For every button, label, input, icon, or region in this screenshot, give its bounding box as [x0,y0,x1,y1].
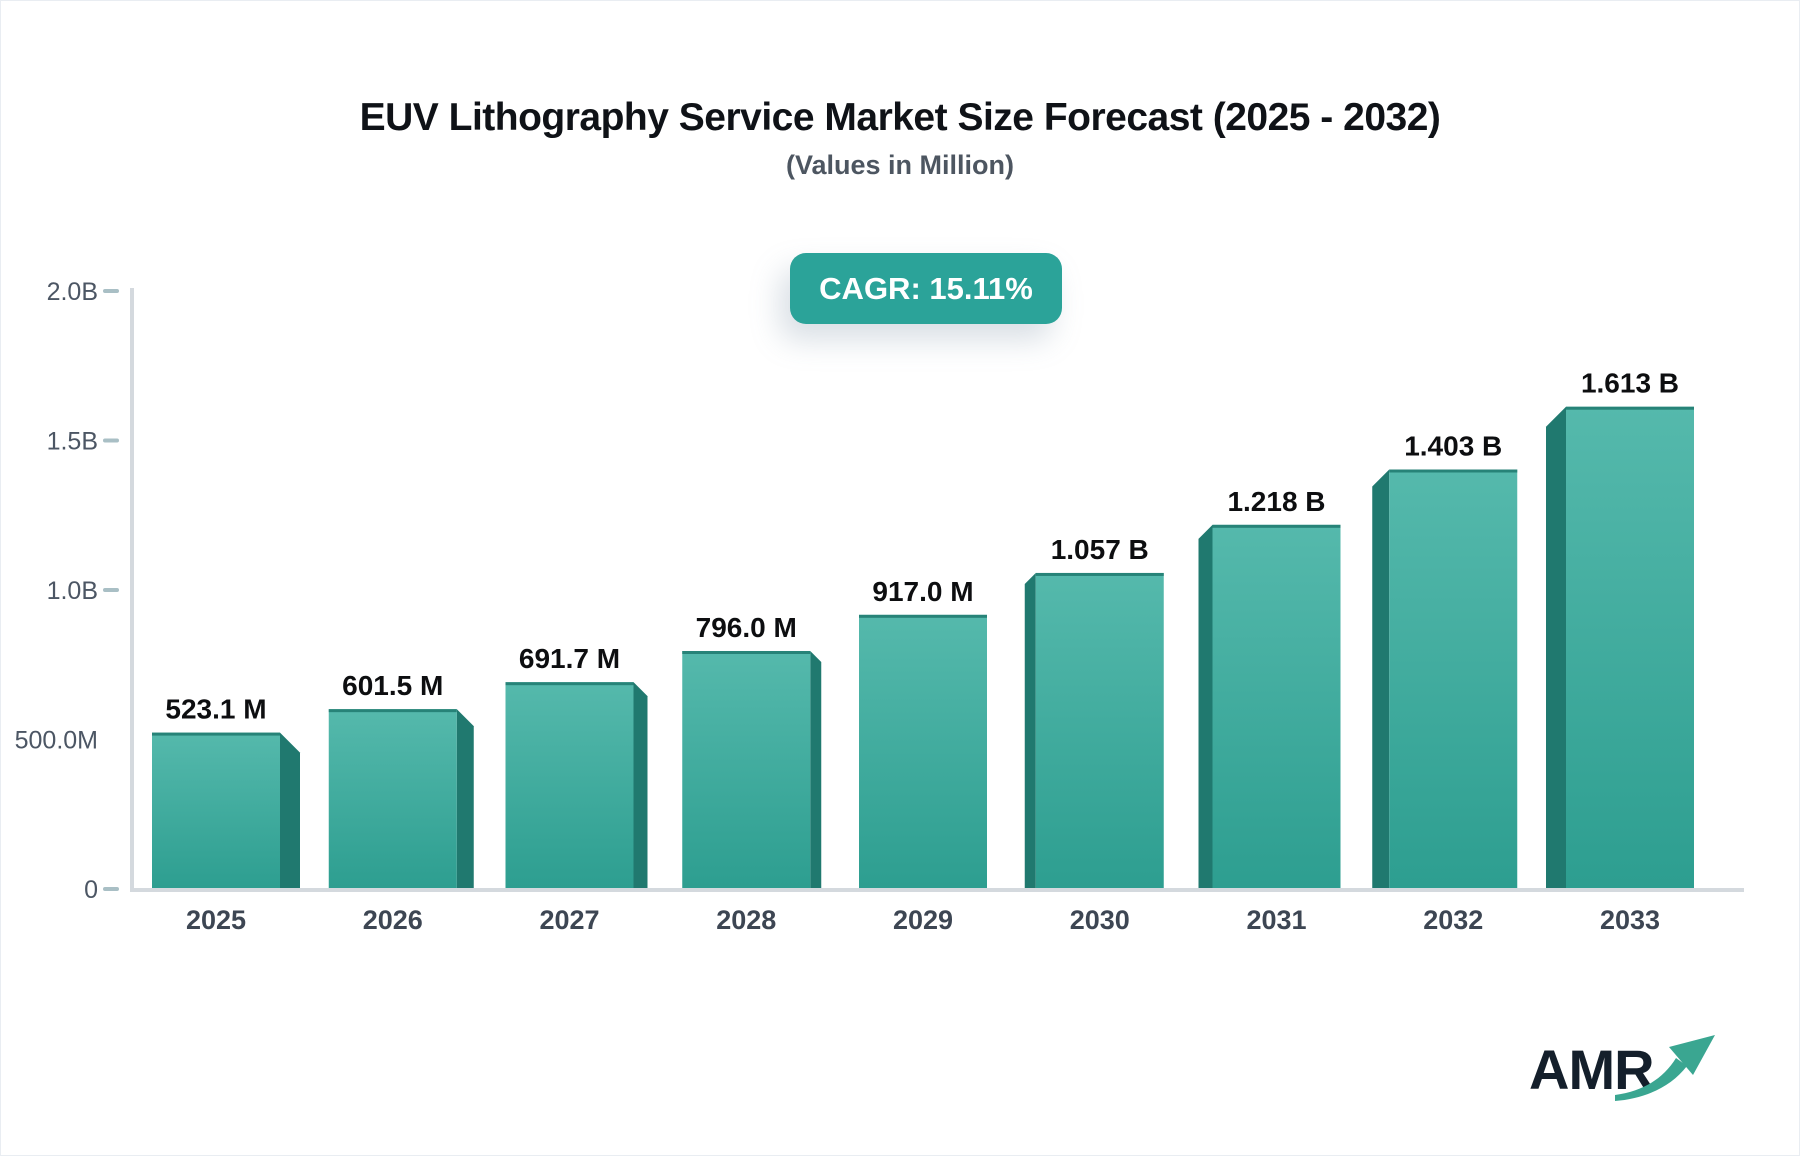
cagr-badge: CAGR: 15.11% [790,253,1062,324]
bar-top-edge [152,732,280,736]
y-tick-label: 1.5B [47,428,98,456]
y-tick-dash [103,438,119,443]
bar-value-label: 691.7 M [519,643,620,674]
y-tick-label: 1.0B [47,577,98,605]
bar-side-face [280,732,300,889]
x-tick-label: 2025 [186,905,246,935]
bar-value-label: 1.218 B [1227,486,1325,517]
bar-side-face [633,682,648,889]
y-tick-dash [103,887,119,891]
y-tick-label: 2.0B [47,278,98,306]
bar-side-face [1546,406,1566,889]
bar-2029 [859,614,987,889]
bar-top-edge [505,682,634,686]
cagr-badge-label: CAGR: 15.11% [819,270,1033,306]
y-tick-dash [103,588,119,592]
bar-top-edge [1389,469,1518,473]
bar-top-edge [328,709,457,713]
x-tick-label: 2029 [893,905,953,935]
y-tick-label: 500.0M [15,727,98,755]
bar-top-edge [1212,524,1341,528]
bar-side-face [810,650,822,889]
amr-logo-text: AMR [1529,1038,1655,1101]
chart-subtitle: (Values in Million) [785,150,1015,180]
bar-side-face [1198,524,1213,889]
bar-top-edge [682,650,811,654]
bar-side-face [1024,572,1036,889]
bar-top-edge [1566,406,1694,410]
trend-arrow-icon [1615,1035,1715,1101]
x-tick-label: 2028 [716,905,776,935]
y-tick-label: 0 [84,876,98,904]
bar-2026 [328,709,457,889]
bar-value-label: 523.1 M [165,694,266,725]
y-axis-line [130,288,134,889]
amr-logo: AMR [1529,1035,1729,1117]
x-tick-label: 2030 [1070,905,1130,935]
bar-top-edge [1035,572,1164,576]
x-tick-label: 2032 [1423,905,1483,935]
bar-2031 [1212,524,1341,889]
x-tick-label: 2027 [539,905,599,935]
bar-2033 [1566,406,1694,889]
bar-2030 [1035,572,1164,889]
bar-value-label: 1.057 B [1051,534,1149,565]
bar-2032 [1389,469,1518,889]
x-axis-line [130,888,1744,892]
bar-side-face [456,709,474,889]
y-tick-dash [103,289,119,293]
x-tick-label: 2026 [363,905,423,935]
bar-side-face [1372,469,1390,889]
bar-top-edge [859,614,987,618]
bar-2028 [682,650,811,889]
bar-value-label: 601.5 M [342,670,443,701]
bar-2027 [505,682,634,889]
bar-value-label: 796.0 M [696,612,797,643]
bar-value-label: 917.0 M [872,576,973,607]
x-tick-label: 2031 [1246,905,1306,935]
x-tick-label: 2033 [1600,905,1660,935]
bar-value-label: 1.613 B [1581,368,1679,399]
chart-title: EUV Lithography Service Market Size Fore… [359,96,1441,139]
bar-2025 [152,732,280,889]
bar-value-label: 1.403 B [1404,431,1502,462]
